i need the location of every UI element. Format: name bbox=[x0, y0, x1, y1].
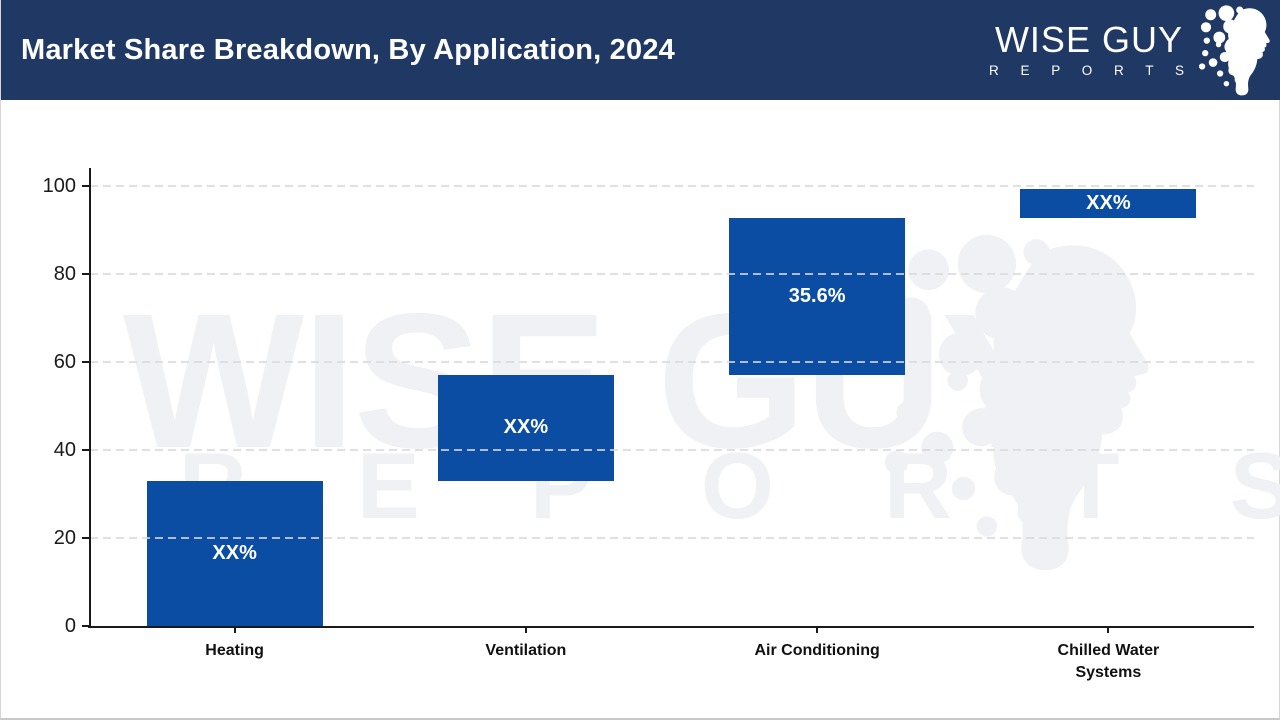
y-tick-100 bbox=[82, 185, 89, 187]
y-tick-60 bbox=[82, 361, 89, 363]
brand-logo-text: WISE GUY R E P O R T S bbox=[985, 19, 1193, 79]
brand-name: WISE GUY bbox=[994, 19, 1183, 60]
y-tick-label-20: 20 bbox=[53, 527, 76, 549]
y-tick-80 bbox=[82, 273, 89, 275]
x-axis bbox=[88, 626, 1254, 628]
x-tick-heating bbox=[233, 626, 236, 633]
header-bar: Market Share Breakdown, By Application, … bbox=[1, 0, 1280, 100]
x-category-label-ventilation: Ventilation bbox=[485, 642, 567, 659]
y-tick-20 bbox=[82, 537, 89, 539]
bar-ventilation: XX% bbox=[437, 374, 614, 481]
y-tick-0 bbox=[82, 625, 89, 627]
y-tick-40 bbox=[82, 449, 89, 451]
y-tick-label-40: 40 bbox=[53, 439, 76, 461]
gridline-y-40 bbox=[90, 449, 1254, 451]
gridline-y-80 bbox=[90, 273, 1254, 275]
bar-value-label-air-conditioning: 35.6% bbox=[788, 284, 846, 307]
y-tick-label-80: 80 bbox=[53, 263, 76, 285]
bar-value-label-heating: XX% bbox=[212, 541, 257, 564]
brand-logo: WISE GUY R E P O R T S bbox=[985, 0, 1275, 100]
gridline-y-20 bbox=[90, 537, 1254, 539]
y-tick-label-100: 100 bbox=[42, 175, 76, 197]
x-category-label-air-conditioning: Air Conditioning bbox=[754, 642, 880, 659]
gridline-y-60 bbox=[90, 361, 1254, 363]
x-category-label-heating: Heating bbox=[205, 642, 264, 659]
x-category-label-chilled-water-systems: Chilled Water Systems bbox=[1057, 642, 1160, 681]
bar-value-label-ventilation: XX% bbox=[503, 416, 549, 439]
y-axis bbox=[89, 168, 91, 628]
x-tick-ventilation bbox=[524, 626, 527, 633]
bar-chilled-water-systems: XX% bbox=[1020, 188, 1197, 219]
bar-heating: XX% bbox=[146, 480, 323, 626]
y-tick-label-60: 60 bbox=[53, 351, 76, 373]
brand-subname: R E P O R T S bbox=[988, 63, 1193, 78]
bar-air-conditioning: 35.6% bbox=[729, 218, 906, 375]
y-tick-label-0: 0 bbox=[64, 615, 76, 637]
brand-face-icon bbox=[1195, 3, 1275, 97]
page-title: Market Share Breakdown, By Application, … bbox=[21, 33, 675, 66]
x-tick-chilled-water-systems bbox=[1107, 626, 1110, 633]
x-tick-air-conditioning bbox=[816, 626, 819, 633]
bar-value-label-chilled-water-systems: XX% bbox=[1086, 191, 1131, 214]
gridline-y-100 bbox=[90, 185, 1254, 187]
